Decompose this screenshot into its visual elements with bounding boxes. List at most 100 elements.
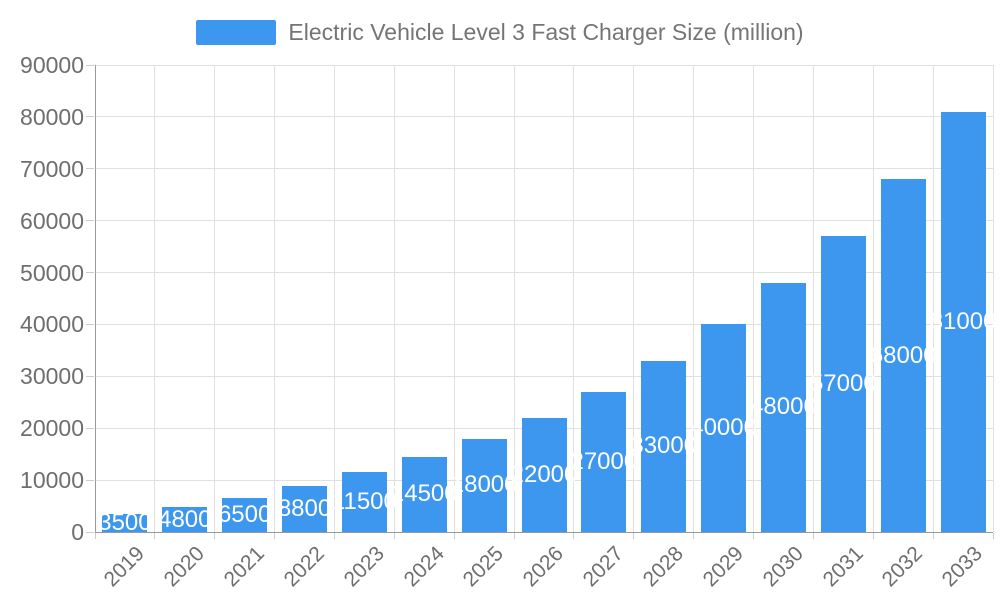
bar-2029[interactable] (701, 324, 747, 532)
vertical-gridline (753, 65, 755, 532)
bar-2022[interactable] (282, 486, 328, 532)
bar-value-label: 11500 (331, 488, 397, 516)
bar-value-label: 68000 (869, 341, 937, 369)
x-axis-tick (812, 533, 814, 539)
y-axis-tick (86, 64, 94, 66)
bar-2027[interactable] (581, 391, 627, 532)
x-axis-label: 2031 (818, 542, 868, 592)
vertical-gridline (812, 65, 814, 532)
horizontal-gridline (95, 220, 993, 222)
x-axis-tick (333, 533, 335, 539)
bar-2030[interactable] (760, 282, 806, 532)
bar-value-label: 27000 (570, 447, 638, 475)
y-axis-tick (86, 323, 94, 325)
x-axis-label: 2024 (399, 542, 449, 592)
y-axis-tick (86, 220, 94, 222)
bar-2032[interactable] (880, 179, 926, 532)
bar-value-label: 22000 (510, 460, 578, 488)
y-axis-label: 60000 (20, 207, 84, 234)
x-axis-tick (453, 533, 455, 539)
x-axis-label: 2021 (219, 542, 269, 592)
vertical-gridline (693, 65, 695, 532)
y-axis-tick (86, 427, 94, 429)
x-axis-label: 2019 (99, 542, 150, 592)
y-axis-label: 0 (71, 519, 84, 545)
x-axis-line (95, 531, 993, 533)
bar-2023[interactable] (341, 472, 387, 532)
x-axis-label: 2028 (638, 542, 688, 592)
horizontal-gridline (95, 272, 993, 274)
bar-value-label: 18000 (450, 471, 518, 499)
x-axis-tick (932, 533, 934, 539)
x-axis-label: 2026 (518, 542, 569, 592)
bar-2031[interactable] (820, 236, 866, 532)
bar-value-label: 3500 (98, 508, 152, 536)
x-axis-tick (753, 533, 755, 539)
bar-value-label: 48000 (750, 393, 817, 421)
y-axis-label: 50000 (20, 259, 84, 286)
x-axis-tick (992, 533, 994, 539)
vertical-gridline (214, 65, 216, 532)
x-axis-label: 2029 (698, 542, 748, 592)
y-axis-label: 80000 (20, 103, 84, 130)
y-axis-tick (86, 531, 94, 533)
vertical-gridline (872, 65, 874, 532)
bar-value-label: 33000 (630, 432, 698, 460)
x-axis-tick (154, 533, 156, 539)
vertical-gridline (274, 65, 276, 532)
legend-swatch (196, 20, 277, 45)
horizontal-gridline (95, 168, 993, 170)
y-axis-tick (86, 116, 94, 118)
x-axis-label: 2033 (938, 542, 988, 592)
y-axis-tick (86, 375, 94, 377)
horizontal-gridline (95, 375, 993, 377)
vertical-gridline (333, 65, 335, 532)
bar-2033[interactable] (940, 111, 986, 532)
vertical-gridline (453, 65, 455, 532)
x-axis-tick (214, 533, 216, 539)
x-axis-label: 2030 (758, 542, 808, 592)
bar-2028[interactable] (641, 360, 687, 532)
bar-2020[interactable] (162, 507, 208, 532)
x-axis-tick (693, 533, 695, 539)
legend-label: Electric Vehicle Level 3 Fast Charger Si… (288, 19, 804, 45)
bar-value-label: 14500 (390, 480, 458, 508)
x-axis-tick (573, 533, 575, 539)
vertical-gridline (573, 65, 575, 532)
bar-2024[interactable] (401, 456, 447, 532)
x-axis-label: 2027 (578, 542, 629, 592)
x-axis-tick (274, 533, 276, 539)
y-axis-line (94, 65, 96, 532)
vertical-gridline (992, 65, 994, 532)
y-axis-label: 30000 (20, 363, 84, 390)
x-axis-label: 2025 (459, 542, 509, 592)
vertical-gridline (513, 65, 515, 532)
horizontal-gridline (95, 116, 993, 118)
x-axis-label: 2032 (878, 542, 928, 592)
x-axis-tick (872, 533, 874, 539)
horizontal-gridline (95, 323, 993, 325)
y-axis-label: 70000 (20, 155, 84, 182)
x-axis-tick (94, 533, 96, 539)
bar-2025[interactable] (461, 438, 507, 532)
bar-2026[interactable] (521, 417, 567, 532)
x-axis-label: 2023 (339, 542, 389, 592)
bar-2021[interactable] (222, 498, 268, 532)
y-axis-tick (86, 479, 94, 481)
vertical-gridline (932, 65, 934, 532)
x-axis-label: 2022 (279, 542, 329, 592)
bar-2019[interactable] (102, 513, 148, 532)
vertical-gridline (154, 65, 156, 532)
bar-value-label: 40000 (690, 414, 757, 442)
chart-legend[interactable]: Electric Vehicle Level 3 Fast Charger Si… (0, 19, 1000, 46)
x-axis-tick (513, 533, 515, 539)
vertical-gridline (633, 65, 635, 532)
vertical-gridline (393, 65, 395, 532)
bar-value-label: 57000 (809, 370, 877, 398)
y-axis-tick (86, 272, 94, 274)
y-axis-tick (86, 168, 94, 170)
bar-value-label: 6500 (217, 501, 272, 529)
y-axis-label: 40000 (20, 311, 84, 338)
x-axis-label: 2020 (159, 542, 210, 592)
